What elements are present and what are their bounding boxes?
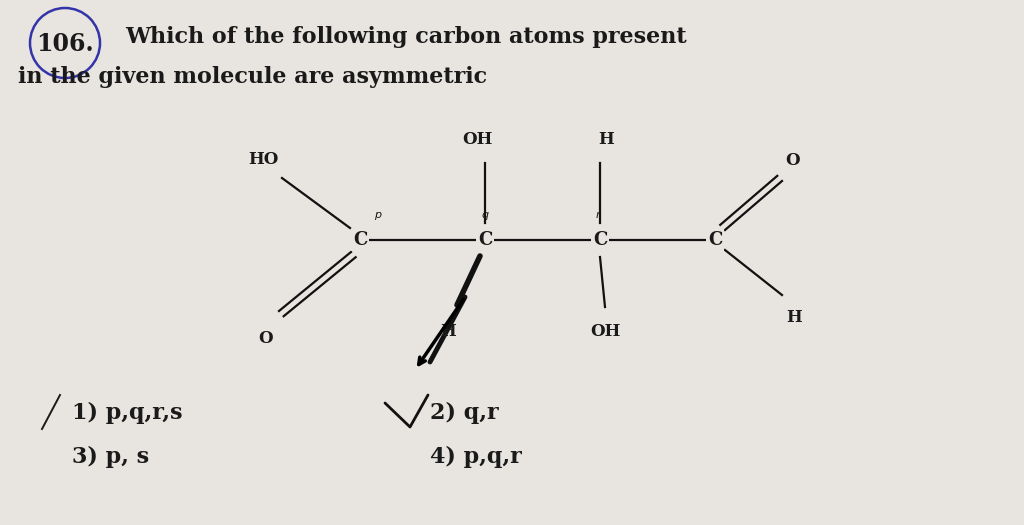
Text: C: C	[708, 231, 722, 249]
Text: 4) p,q,r: 4) p,q,r	[430, 446, 522, 468]
Text: O: O	[785, 152, 801, 169]
Text: C: C	[353, 231, 368, 249]
Text: C: C	[478, 231, 493, 249]
Text: in the given molecule are asymmetric: in the given molecule are asymmetric	[18, 66, 487, 88]
Text: HO: HO	[248, 151, 279, 167]
Text: OH: OH	[590, 323, 621, 340]
Text: 1) p,q,r,s: 1) p,q,r,s	[72, 402, 182, 424]
Text: Which of the following carbon atoms present: Which of the following carbon atoms pres…	[125, 26, 687, 48]
Text: 2) q,r: 2) q,r	[430, 402, 499, 424]
Text: H: H	[786, 309, 802, 326]
Text: q: q	[481, 210, 488, 220]
Text: 106.: 106.	[36, 32, 94, 56]
Text: H: H	[598, 131, 613, 148]
Text: C: C	[593, 231, 607, 249]
Text: r: r	[596, 210, 601, 220]
Text: p: p	[374, 210, 381, 220]
Text: OH: OH	[462, 131, 493, 148]
Text: 3) p, s: 3) p, s	[72, 446, 150, 468]
Text: H: H	[440, 323, 456, 340]
Text: O: O	[259, 330, 273, 347]
